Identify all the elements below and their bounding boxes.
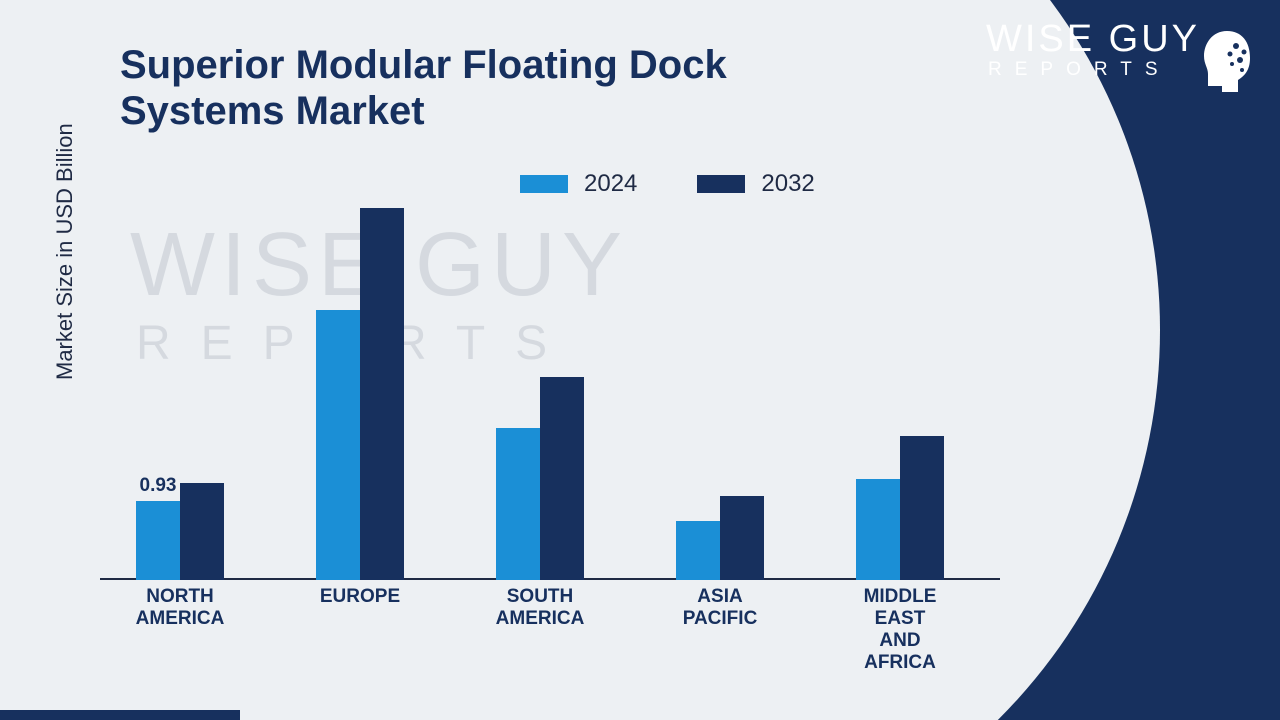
bar-2032 xyxy=(360,208,404,580)
category-label: MIDDLEEASTANDAFRICA xyxy=(820,586,980,673)
brand-logo: WISE GUY REPORTS xyxy=(986,20,1256,79)
footer-accent xyxy=(0,710,240,720)
chart-title: Superior Modular Floating Dock Systems M… xyxy=(120,42,780,134)
bar-value-label: 0.93 xyxy=(128,475,188,497)
legend-label-2032: 2032 xyxy=(761,170,814,198)
legend-label-2024: 2024 xyxy=(584,170,637,198)
bar-2032 xyxy=(720,496,764,580)
plot-area: 0.93NORTHAMERICAEUROPESOUTHAMERICAASIAPA… xyxy=(100,200,1000,580)
bar-2032 xyxy=(900,436,944,580)
category-label: EUROPE xyxy=(280,586,440,608)
bar-2024 xyxy=(136,501,180,580)
category-label: NORTHAMERICA xyxy=(100,586,260,630)
bar-2032 xyxy=(540,377,584,580)
legend-swatch-2032 xyxy=(697,175,745,193)
category-label: SOUTHAMERICA xyxy=(460,586,620,630)
bar-2024 xyxy=(496,428,540,580)
bar-2024 xyxy=(676,521,720,580)
chart-card: WISE GUY REPORTS WISE GUY REPORTS Superi… xyxy=(0,0,1280,720)
legend-item-2032: 2032 xyxy=(697,170,814,198)
bar-2024 xyxy=(856,479,900,580)
legend: 2024 2032 xyxy=(520,170,815,198)
y-axis-label: Market Size in USD Billion xyxy=(52,123,78,380)
bar-2024 xyxy=(316,310,360,580)
legend-item-2024: 2024 xyxy=(520,170,637,198)
category-label: ASIAPACIFIC xyxy=(640,586,800,630)
legend-swatch-2024 xyxy=(520,175,568,193)
bar-2032 xyxy=(180,483,224,580)
brand-head-icon xyxy=(1192,26,1262,96)
